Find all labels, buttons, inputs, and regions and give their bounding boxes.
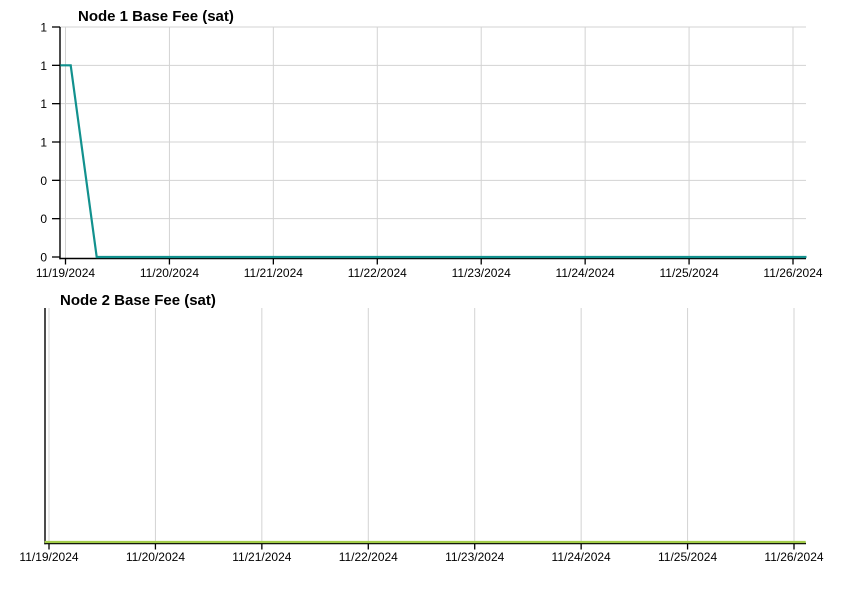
x-tick-label: 11/23/2024 [452,266,511,280]
x-tick-label: 11/26/2024 [763,266,822,280]
x-tick-label: 11/19/2024 [36,266,95,280]
y-tick-label: 0 [40,174,47,188]
x-tick-label: 11/19/2024 [19,550,78,564]
chart-title-1: Node 1 Base Fee (sat) [78,8,234,25]
x-tick-label: 11/25/2024 [659,266,718,280]
chart-title-2: Node 2 Base Fee (sat) [60,292,216,309]
series-line-1 [60,64,807,259]
x-tick-label: 11/26/2024 [764,550,823,564]
x-tick-label: 11/24/2024 [556,266,615,280]
x-tick-label: 11/22/2024 [339,550,398,564]
x-tick-label: 11/20/2024 [126,550,185,564]
x-tick-label: 11/21/2024 [244,266,303,280]
x-tick-label: 11/24/2024 [552,550,611,564]
x-tick-label: 11/21/2024 [232,550,291,564]
x-tick-label: 11/20/2024 [140,266,199,280]
x-tick-label: 11/23/2024 [445,550,504,564]
x-tick-label: 11/22/2024 [348,266,407,280]
y-tick-label: 1 [40,97,47,111]
y-tick-label: 1 [40,59,47,73]
chart-node-2-base-fee: 11/19/2024 11/20/2024 11/21/2024 11/22/2024… [19,292,823,564]
y-tick-label: 1 [40,21,47,35]
x-tick-label: 11/25/2024 [658,550,717,564]
y-tick-label: 0 [40,212,47,226]
y-tick-label: 1 [40,136,47,150]
y-tick-label: 0 [40,251,47,265]
